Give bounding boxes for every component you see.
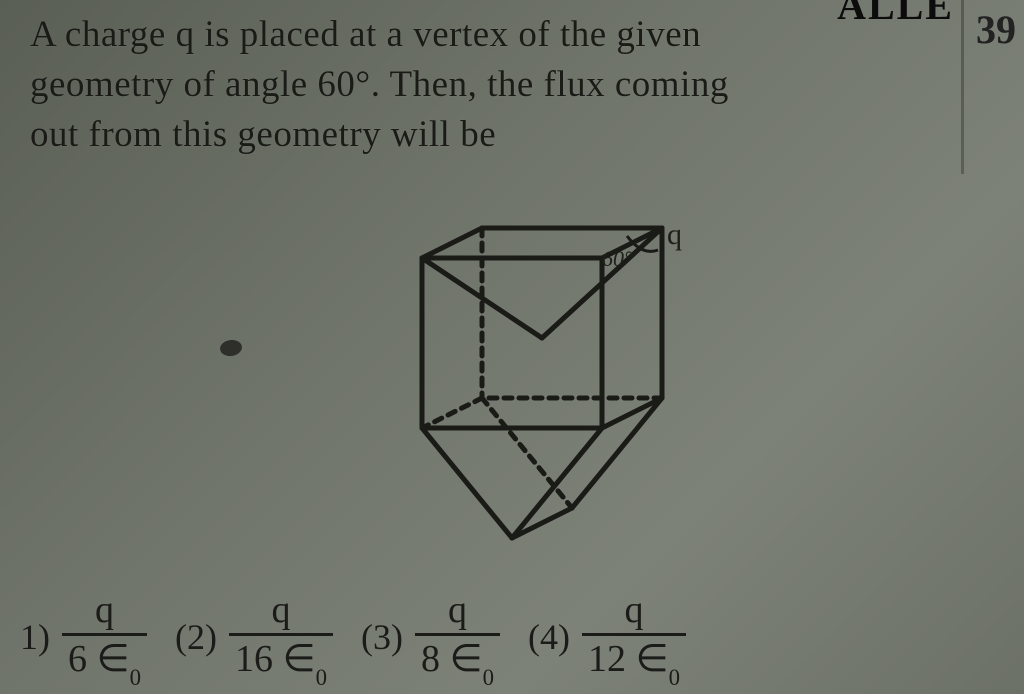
- option-number: (3): [361, 616, 403, 658]
- option-number: (2): [175, 616, 217, 658]
- figure-container: q 60°: [30, 168, 994, 573]
- fraction-numerator: q: [442, 591, 473, 633]
- geometry-figure: [302, 168, 722, 568]
- option-fraction: q16 ∈0: [229, 591, 333, 684]
- option-1: 1) q6 ∈0: [20, 591, 147, 684]
- option-4: (4) q12 ∈0: [528, 591, 686, 684]
- question-text: A charge q is placed at a vertex of the …: [30, 10, 994, 160]
- option-2: (2) q16 ∈0: [175, 591, 333, 684]
- q-line-3: out from this geometry will be: [30, 114, 496, 155]
- fraction-numerator: q: [89, 591, 120, 633]
- fraction-denominator: 16 ∈0: [229, 636, 333, 684]
- page: ALLE 39 A charge q is placed at a vertex…: [0, 0, 1024, 694]
- header-fragment: ALLE: [837, 0, 954, 29]
- option-fraction: q6 ∈0: [62, 591, 147, 684]
- option-number: 1): [20, 616, 50, 658]
- fraction-denominator: 6 ∈0: [62, 636, 147, 684]
- option-number: (4): [528, 616, 570, 658]
- column-divider: [961, 0, 964, 174]
- option-fraction: q12 ∈0: [582, 591, 686, 684]
- fraction-denominator: 8 ∈0: [415, 636, 500, 684]
- angle-label: 60°: [602, 246, 633, 272]
- q-line-1: A charge q is placed at a vertex of the …: [30, 14, 701, 55]
- option-3: (3) q8 ∈0: [361, 591, 500, 684]
- option-fraction: q8 ∈0: [415, 591, 500, 684]
- question-number: 39: [976, 6, 1016, 53]
- fraction-numerator: q: [619, 591, 650, 633]
- charge-label: q: [667, 218, 682, 252]
- fraction-numerator: q: [266, 591, 297, 633]
- options-row: 1)q6 ∈0(2)q16 ∈0(3)q8 ∈0(4)q12 ∈0: [0, 591, 1024, 684]
- fraction-denominator: 12 ∈0: [582, 636, 686, 684]
- q-line-2: geometry of angle 60°. Then, the flux co…: [30, 64, 729, 105]
